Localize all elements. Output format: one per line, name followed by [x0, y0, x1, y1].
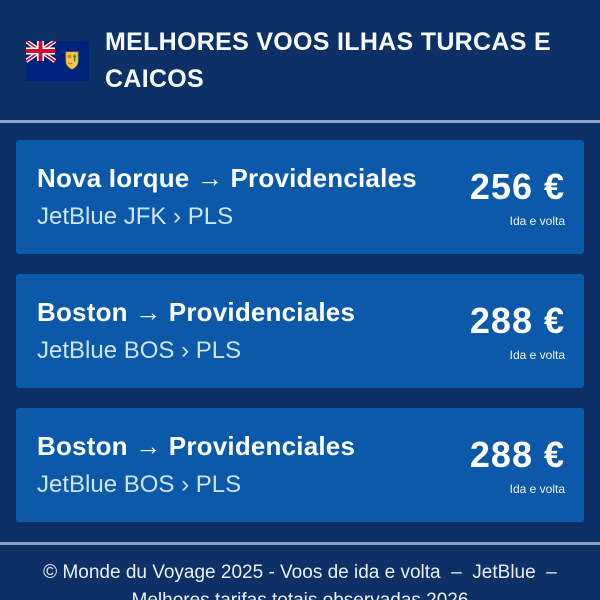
flight-route: Nova Iorque → Providenciales: [37, 163, 417, 193]
flight-card[interactable]: Nova Iorque → Providenciales JetBlue JFK…: [16, 140, 584, 254]
turks-caicos-flag-icon: [24, 39, 89, 81]
fare-type-label: Ida e volta: [509, 482, 565, 496]
flight-price-block: 288 € Ida e volta: [470, 434, 565, 496]
flight-route: Boston → Providenciales: [37, 297, 356, 327]
page-title: MELHORES VOOS ILHAS TURCAS E CAICOS: [105, 28, 551, 93]
flight-airline-airports: JetBlue BOS › PLS: [37, 471, 242, 498]
flight-list: Nova Iorque → Providenciales JetBlue JFK…: [0, 123, 600, 522]
footer-tagline: Melhores tarifas totais observadas 2026: [0, 587, 600, 600]
footer: © Monde du Voyage 2025 - Voos de ida e v…: [0, 545, 600, 600]
flight-price: 256 €: [469, 166, 565, 207]
flight-price: 288 €: [469, 300, 565, 341]
flight-info: Boston → Providenciales JetBlue BOS › PL…: [37, 297, 355, 365]
flight-route: Boston → Providenciales: [37, 431, 356, 461]
flight-price: 288 €: [469, 434, 565, 475]
footer-divider: [0, 542, 600, 545]
flight-card[interactable]: Boston → Providenciales JetBlue BOS › PL…: [16, 408, 584, 522]
flight-price-block: 256 € Ida e volta: [470, 166, 565, 228]
flight-info: Nova Iorque → Providenciales JetBlue JFK…: [37, 163, 417, 231]
flight-info: Boston → Providenciales JetBlue BOS › PL…: [37, 431, 355, 499]
flight-card[interactable]: Boston → Providenciales JetBlue BOS › PL…: [16, 274, 584, 388]
footer-copyright: © Monde du Voyage 2025 - Voos de ida e v…: [43, 562, 557, 583]
fare-type-label: Ida e volta: [509, 348, 565, 362]
flight-airline-airports: JetBlue JFK › PLS: [37, 203, 234, 230]
header: MELHORES VOOS ILHAS TURCAS E CAICOS: [0, 0, 600, 120]
fare-type-label: Ida e volta: [509, 214, 565, 228]
header-divider: [0, 120, 600, 123]
flight-airline-airports: JetBlue BOS › PLS: [37, 337, 242, 364]
flight-price-block: 288 € Ida e volta: [470, 300, 565, 362]
